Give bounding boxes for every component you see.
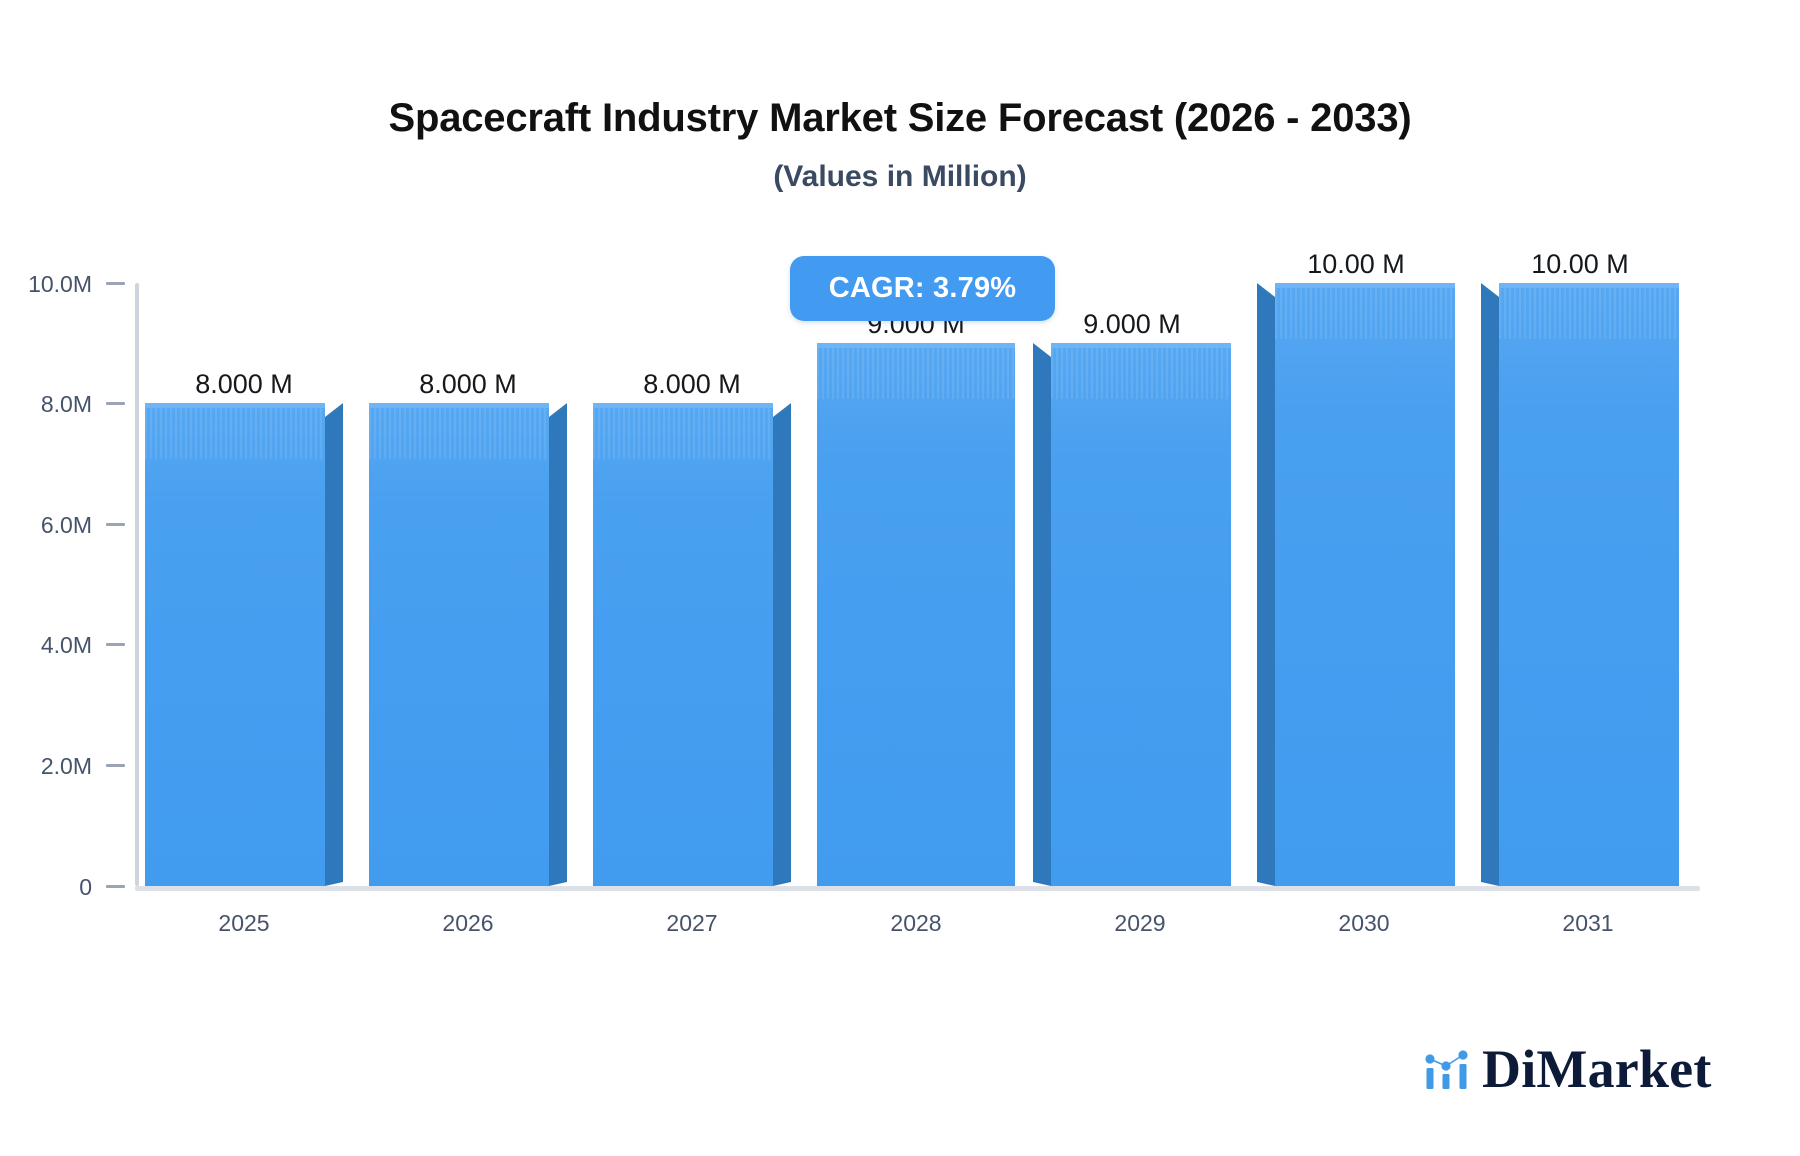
bar-top-cap <box>1051 343 1231 348</box>
y-tick-dash-icon <box>106 402 125 406</box>
bar-2026[interactable] <box>369 403 567 886</box>
x-tick-label-2028: 2028 <box>890 910 942 936</box>
bar-side-face <box>325 403 343 886</box>
bar-value-label-2025: 8.000 M <box>195 369 293 399</box>
bar-value-label-2029: 9.000 M <box>1083 309 1181 339</box>
bar-2027[interactable] <box>593 403 791 886</box>
y-tick-dash-icon <box>106 643 125 647</box>
bar-side-face <box>773 403 791 886</box>
y-tick-dash-icon <box>106 522 125 526</box>
y-tick-label: 4.0M <box>40 632 92 659</box>
bar-front-face <box>817 343 1015 886</box>
bar-2028[interactable] <box>817 343 1015 886</box>
brand-logo: DiMarket <box>1424 1042 1712 1096</box>
x-tick-label-2029: 2029 <box>1114 910 1166 936</box>
bar-2029[interactable] <box>1033 343 1231 886</box>
title-block: Spacecraft Industry Market Size Forecast… <box>0 96 1800 193</box>
bars-layer <box>135 283 1700 886</box>
bar-top-cap <box>1499 283 1679 288</box>
bar-top-cap <box>593 403 773 408</box>
y-tick-dash-icon <box>106 884 125 888</box>
bar-top-cap <box>145 403 325 408</box>
bar-front-face <box>1051 343 1231 886</box>
y-tick-label: 6.0M <box>40 511 92 538</box>
y-tick-dash-icon <box>106 281 125 285</box>
chart-subtitle: (Values in Million) <box>773 160 1027 193</box>
cagr-badge: CAGR: 3.79% <box>790 256 1055 321</box>
bar-top-cap <box>369 403 549 408</box>
bar-side-face <box>1481 283 1499 886</box>
bar-top-cap <box>817 343 1015 348</box>
x-tick-label-2030: 2030 <box>1338 910 1390 936</box>
bar-front-face <box>1499 283 1679 886</box>
bar-value-label-2031: 10.00 M <box>1531 249 1629 279</box>
brand-logo-text: DiMarket <box>1482 1039 1712 1099</box>
plot-area <box>135 283 1700 891</box>
bar-2030[interactable] <box>1257 283 1455 886</box>
cagr-badge-label: CAGR: 3.79% <box>828 272 1017 304</box>
bar-front-face <box>1275 283 1455 886</box>
y-axis-ticks: 10.0M 8.0M 6.0M 4.0M 2.0M 0 <box>0 272 135 898</box>
y-tick-dash-icon <box>106 763 125 767</box>
bar-front-face <box>593 403 773 886</box>
x-tick-label-2026: 2026 <box>442 910 494 936</box>
bar-side-face <box>1257 283 1275 886</box>
x-tick-label-2025: 2025 <box>218 910 270 936</box>
bar-front-face <box>369 403 549 886</box>
bar-chart-logo-icon <box>1425 1050 1468 1089</box>
y-tick-label: 8.0M <box>40 391 92 418</box>
x-tick-label-2027: 2027 <box>666 910 718 936</box>
y-tick-label: 2.0M <box>40 752 92 779</box>
bar-side-face <box>549 403 567 886</box>
x-axis-line <box>135 886 1700 891</box>
bar-side-face <box>1033 343 1051 886</box>
bar-value-label-2030: 10.00 M <box>1307 249 1405 279</box>
bar-2031[interactable] <box>1481 283 1679 886</box>
bar-value-label-2026: 8.000 M <box>419 369 517 399</box>
x-tick-label-2031: 2031 <box>1562 910 1614 936</box>
y-tick-label: 0 <box>79 873 92 900</box>
y-tick-label: 10.0M <box>28 270 92 297</box>
chart-title: Spacecraft Industry Market Size Forecast… <box>388 96 1412 140</box>
y-axis-line <box>135 283 139 886</box>
bar-top-cap <box>1275 283 1455 288</box>
bar-value-label-2027: 8.000 M <box>643 369 741 399</box>
bar-2025[interactable] <box>145 403 343 886</box>
bar-front-face <box>145 403 325 886</box>
